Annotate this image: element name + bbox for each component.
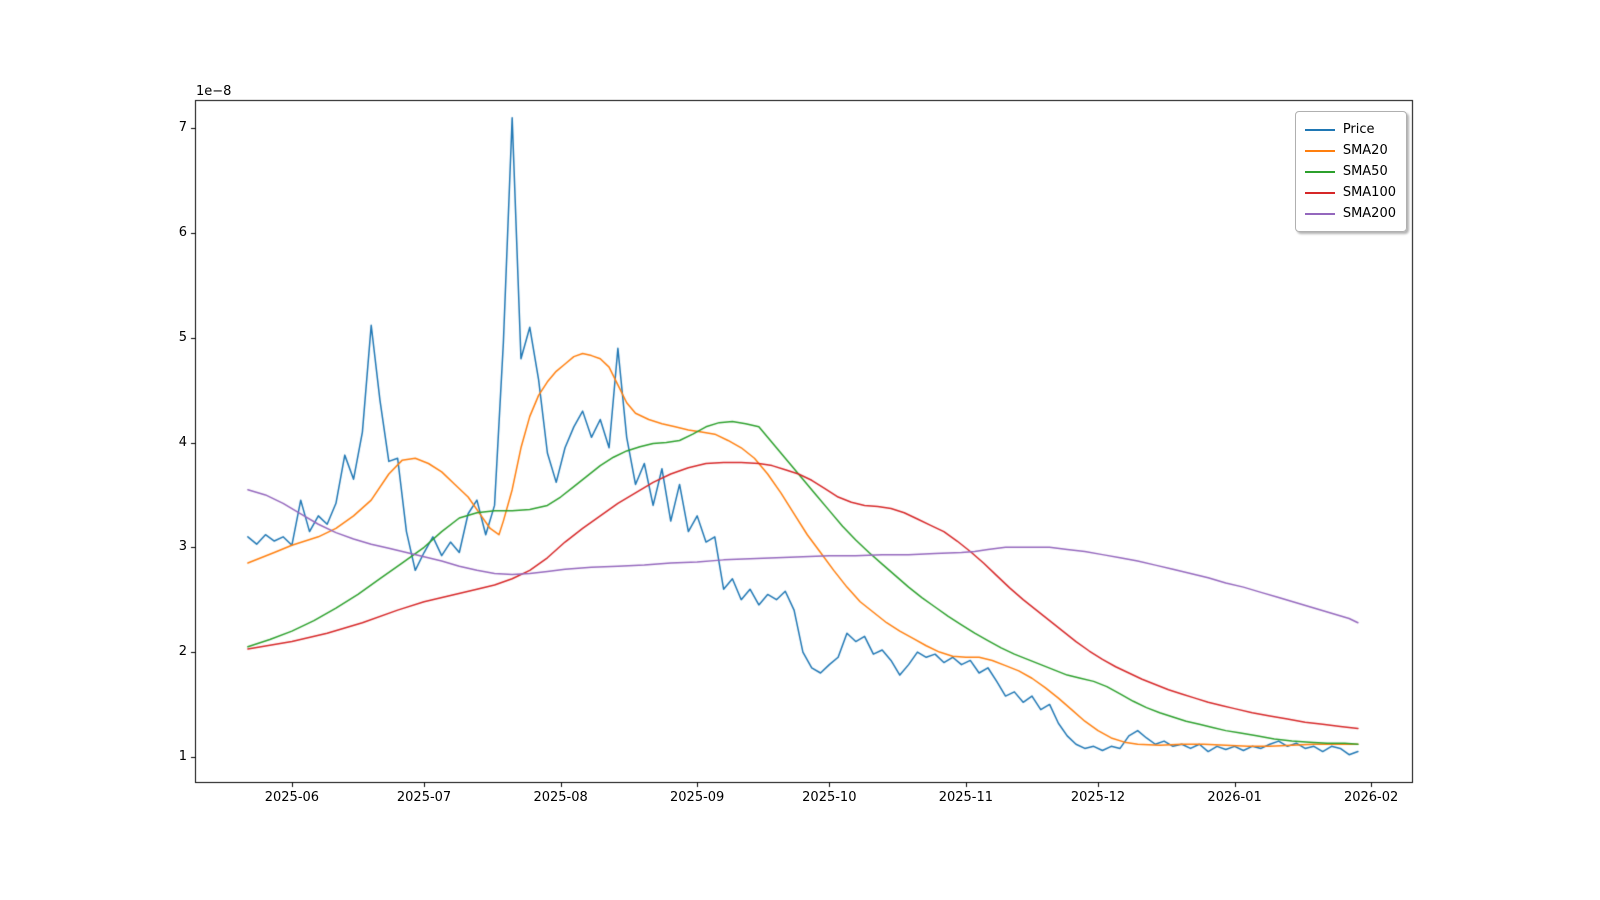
- legend-label: SMA20: [1342, 143, 1388, 158]
- legend-line-swatch: [1304, 149, 1335, 152]
- legend-line-swatch: [1304, 191, 1335, 194]
- legend-entry: SMA100: [1304, 182, 1396, 203]
- legend-entry: SMA50: [1304, 161, 1396, 182]
- legend-line-swatch: [1304, 212, 1335, 215]
- legend-entry: Price: [1304, 119, 1396, 140]
- legend-entry: SMA200: [1304, 203, 1396, 224]
- legend-label: SMA100: [1342, 185, 1396, 200]
- legend-entry: SMA20: [1304, 140, 1396, 161]
- legend-label: Price: [1342, 122, 1375, 137]
- legend-label: SMA50: [1342, 164, 1388, 179]
- legend-line-swatch: [1304, 128, 1335, 131]
- legend-label: SMA200: [1342, 206, 1396, 221]
- legend-line-swatch: [1304, 170, 1335, 173]
- legend: Price SMA20 SMA50 SMA100 SMA200: [1294, 111, 1407, 232]
- y-axis-offset-label: 1e−8: [196, 84, 232, 99]
